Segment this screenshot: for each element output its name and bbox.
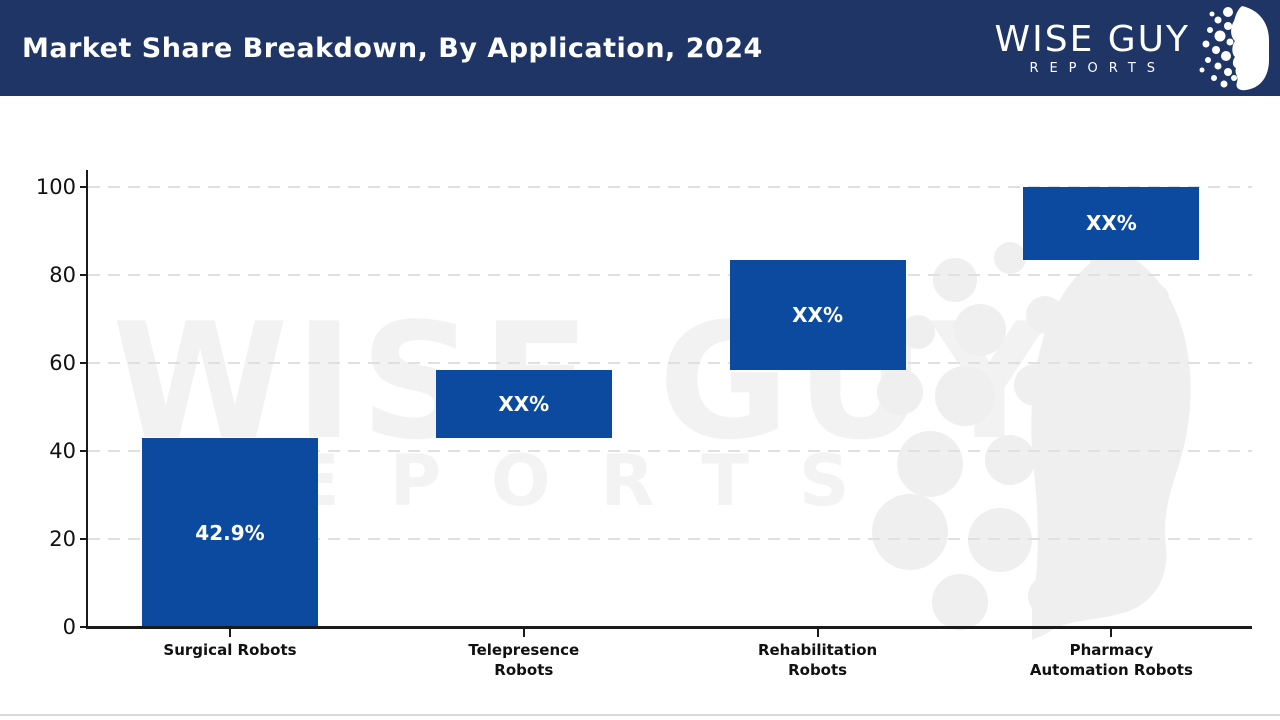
header-banner: Market Share Breakdown, By Application, … [0, 0, 1280, 96]
y-axis-line [86, 170, 88, 629]
y-gridline [88, 538, 1252, 540]
y-tick-label: 60 [49, 351, 76, 375]
y-tick-label: 20 [49, 527, 76, 551]
page-bottom-border [0, 714, 1280, 716]
x-axis-line [86, 626, 1252, 629]
y-tick [80, 538, 88, 540]
y-tick-label: 80 [49, 263, 76, 287]
page-title: Market Share Breakdown, By Application, … [22, 32, 763, 64]
bar-segment: XX% [435, 369, 612, 439]
x-tick [522, 629, 525, 637]
y-gridline [88, 450, 1252, 452]
y-tick-label: 100 [35, 175, 76, 199]
logo-subtext: REPORTS [1029, 60, 1167, 76]
wiseguy-head-icon [1199, 6, 1269, 91]
bar-value-label: XX% [1085, 211, 1137, 236]
x-category-label: Telepresence Robots [392, 640, 656, 680]
x-category-label: Surgical Robots [98, 640, 362, 660]
y-gridline [88, 362, 1252, 364]
y-gridline [88, 186, 1252, 188]
x-tick [816, 629, 819, 637]
y-tick-label: 0 [62, 615, 76, 639]
bar-segment: XX% [729, 259, 906, 370]
x-category-label-line: Robots [788, 661, 848, 679]
logo-text-block: WISE GUY REPORTS [994, 18, 1191, 76]
y-gridline [88, 274, 1252, 276]
x-category-label-line: Automation Robots [1029, 661, 1193, 679]
x-category-label-line: Rehabilitation [757, 641, 878, 659]
bar-value-label: XX% [498, 391, 550, 416]
y-tick [80, 186, 88, 188]
bar-segment: XX% [1023, 187, 1200, 260]
wiseguy-logo: WISE GUY REPORTS [995, 4, 1280, 92]
y-tick-label: 40 [49, 439, 76, 463]
y-tick [80, 274, 88, 276]
x-category-label: Rehabilitation Robots [686, 640, 950, 680]
logo-wordmark: WISE GUY [994, 18, 1190, 60]
x-category-label-line: Robots [494, 661, 554, 679]
y-tick [80, 626, 88, 628]
y-tick [80, 450, 88, 452]
x-tick [229, 629, 231, 637]
y-tick [80, 362, 88, 364]
watermark-head-graphic [872, 236, 1191, 640]
bar-segment: 42.9% [142, 438, 318, 627]
bar-value-label: 42.9% [195, 520, 265, 545]
x-category-label-line: Telepresence [468, 641, 580, 659]
x-category-label-line: Surgical Robots [163, 641, 297, 659]
bar-value-label: XX% [792, 302, 844, 327]
x-category-label-line: Pharmacy [1069, 641, 1154, 659]
x-category-label: Pharmacy Automation Robots [979, 640, 1243, 680]
x-tick [1110, 629, 1113, 637]
